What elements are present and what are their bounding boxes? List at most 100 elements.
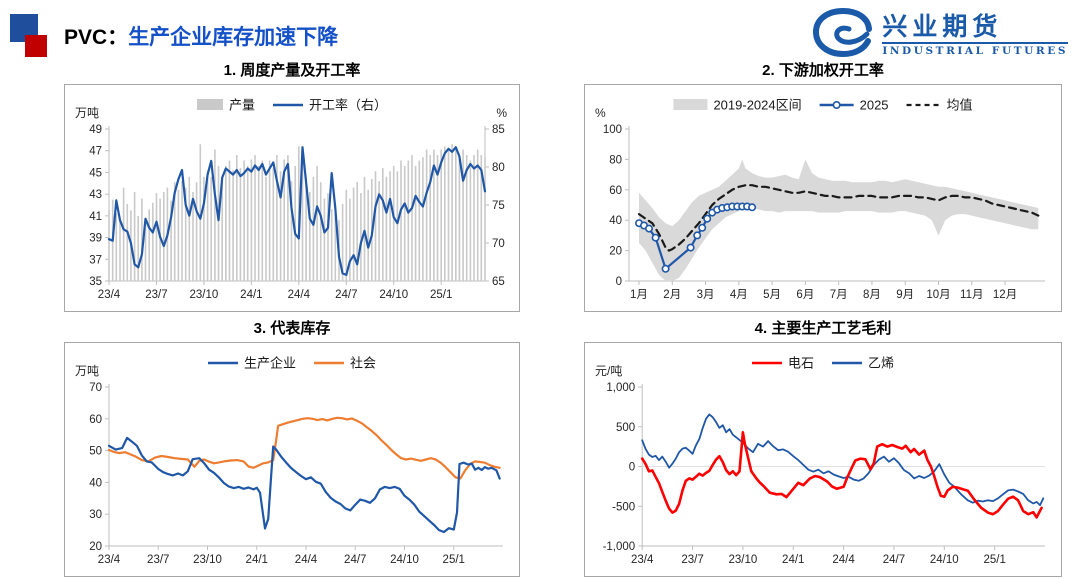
svg-text:1,000: 1,000: [606, 382, 635, 394]
svg-text:开工率（右）: 开工率（右）: [309, 98, 387, 113]
chart-box-1: 35 37 39 41 43 45 47 49 65 70 75 80 85 23/4 23/7 23/10 2…: [64, 84, 520, 312]
svg-text:40: 40: [89, 477, 102, 489]
svg-text:产量: 产量: [229, 98, 255, 113]
svg-text:80: 80: [492, 162, 505, 174]
svg-text:23/7: 23/7: [147, 554, 169, 566]
svg-text:均值: 均值: [947, 98, 973, 113]
svg-text:24/4: 24/4: [288, 289, 311, 301]
svg-text:20: 20: [609, 246, 622, 258]
page-title-product: PVC：: [64, 26, 129, 49]
svg-text:6月: 6月: [796, 289, 814, 301]
svg-text:7月: 7月: [830, 289, 848, 301]
svg-text:%: %: [595, 106, 606, 120]
svg-text:-1,000: -1,000: [603, 541, 636, 553]
svg-text:0: 0: [629, 462, 635, 474]
svg-text:70: 70: [89, 382, 102, 394]
chart-legend: 电石 乙烯: [751, 356, 894, 371]
svg-text:-500: -500: [612, 501, 635, 513]
svg-text:43: 43: [89, 189, 102, 201]
svg-text:50: 50: [89, 446, 102, 458]
svg-text:24/1: 24/1: [782, 554, 804, 566]
svg-text:20: 20: [89, 541, 102, 553]
company-logo: 兴业期货 INDUSTRIAL FUTURES: [812, 7, 1068, 63]
svg-text:23/7: 23/7: [681, 554, 703, 566]
chart-panel-downstream-operating-rate: 2. 下游加权开工率 0 20 40 60 80 100 1月 2月 3月 4月 5月 6月 7月 8月 9…: [584, 60, 1062, 312]
svg-text:75: 75: [492, 200, 505, 212]
svg-text:24/1: 24/1: [240, 289, 262, 301]
chart-box-2: 0 20 40 60 80 100 1月 2月 3月 4月 5月 6月 7月 8月 9月 10月 11月 12月%…: [584, 84, 1062, 312]
svg-text:25/1: 25/1: [430, 289, 452, 301]
page-title-highlight: 生产企业库存加速下降: [128, 26, 339, 49]
svg-text:24/4: 24/4: [295, 554, 318, 566]
logo-divider: [882, 42, 1068, 44]
chart-box-4: -1,000 -500 0 500 1,000 23/4 23/7 23/10 24/1 24/4…: [584, 342, 1062, 577]
svg-text:70: 70: [492, 238, 505, 250]
svg-text:37: 37: [89, 254, 102, 266]
svg-text:23/4: 23/4: [98, 289, 121, 301]
svg-text:3月: 3月: [697, 289, 715, 301]
chart-canvas-2: 0 20 40 60 80 100 1月 2月 3月 4月 5月 6月 7月 8月 9月 10月 11月 12月%…: [595, 98, 1045, 301]
chart-title-1: 1. 周度产量及开工率: [223, 62, 361, 79]
svg-text:24/4: 24/4: [832, 554, 855, 566]
svg-text:100: 100: [603, 124, 622, 136]
svg-text:35: 35: [89, 276, 102, 288]
svg-text:生产企业: 生产企业: [244, 356, 296, 371]
chart-panel-process-margin: 4. 主要生产工艺毛利 -1,000 -500 0 500 1,000 23/4 23/7 2…: [584, 318, 1062, 577]
svg-text:24/1: 24/1: [246, 554, 268, 566]
svg-text:元/吨: 元/吨: [595, 364, 622, 378]
svg-text:23/4: 23/4: [631, 554, 654, 566]
red-square-decoration: [25, 35, 47, 57]
svg-text:24/10: 24/10: [390, 554, 419, 566]
header-accent-squares: [8, 12, 54, 60]
svg-text:80: 80: [609, 154, 622, 166]
svg-text:24/10: 24/10: [930, 554, 959, 566]
svg-text:47: 47: [89, 146, 102, 158]
svg-text:0: 0: [616, 276, 622, 288]
chart-box-3: 20 30 40 50 60 70 23/4 23/7 23/10 24/1 24/4 24/7 24/…: [64, 342, 520, 577]
svg-text:8月: 8月: [863, 289, 881, 301]
svg-text:25/1: 25/1: [983, 554, 1005, 566]
svg-text:49: 49: [89, 124, 102, 136]
brand-name-en: INDUSTRIAL FUTURES: [882, 45, 1068, 57]
svg-text:23/10: 23/10: [190, 289, 219, 301]
svg-text:5月: 5月: [763, 289, 781, 301]
svg-text:9月: 9月: [896, 289, 914, 301]
chart-legend: 生产企业 社会: [207, 356, 376, 371]
svg-text:万吨: 万吨: [75, 364, 99, 378]
svg-text:2月: 2月: [663, 289, 681, 301]
svg-text:45: 45: [89, 167, 102, 179]
svg-text:40: 40: [609, 215, 622, 227]
svg-text:39: 39: [89, 233, 102, 245]
chart-panel-inventory: 3. 代表库存 20 30 40 50 60 70 23/4 23/7 23/10 24/1 24/…: [64, 318, 520, 577]
svg-text:30: 30: [89, 509, 102, 521]
logo-text: 兴业期货 INDUSTRIAL FUTURES: [882, 14, 1068, 57]
page-title: PVC：生产企业库存加速下降: [64, 21, 338, 51]
svg-text:60: 60: [89, 414, 102, 426]
chart-canvas-3: 20 30 40 50 60 70 23/4 23/7 23/10 24/1 24/4 24/7 24/…: [75, 356, 503, 566]
chart-legend: 产量 开工率（右）: [196, 98, 387, 113]
svg-text:24/7: 24/7: [335, 289, 357, 301]
chart-legend: 2019-2024区间 2025 均值: [673, 98, 973, 113]
chart-title-4: 4. 主要生产工艺毛利: [754, 320, 892, 337]
svg-text:41: 41: [89, 211, 102, 223]
chart-title-2: 2. 下游加权开工率: [762, 62, 884, 79]
chart-canvas-4: -1,000 -500 0 500 1,000 23/4 23/7 23/10 24/1 24/4…: [595, 356, 1045, 566]
svg-text:电石: 电石: [788, 356, 814, 371]
svg-text:2025: 2025: [860, 98, 889, 113]
svg-text:24/7: 24/7: [883, 554, 905, 566]
svg-text:23/4: 23/4: [98, 554, 121, 566]
chart-canvas-1: 35 37 39 41 43 45 47 49 65 70 75 80 85 23/4 23/7 23/10 2…: [75, 98, 507, 302]
svg-text:社会: 社会: [350, 356, 376, 371]
svg-text:万吨: 万吨: [75, 106, 99, 120]
svg-text:%: %: [496, 106, 507, 120]
chart-panel-production-operating-rate: 1. 周度产量及开工率 35 37 39 41 43 45 47 49 65 70 75 80 85 23…: [64, 60, 520, 312]
svg-text:85: 85: [492, 124, 505, 136]
svg-text:11月: 11月: [960, 289, 983, 301]
svg-text:23/10: 23/10: [729, 554, 758, 566]
svg-text:1月: 1月: [630, 289, 648, 301]
svg-text:23/10: 23/10: [193, 554, 222, 566]
svg-text:24/7: 24/7: [344, 554, 366, 566]
svg-text:乙烯: 乙烯: [868, 356, 894, 371]
svg-text:65: 65: [492, 276, 505, 288]
svg-text:60: 60: [609, 185, 622, 197]
